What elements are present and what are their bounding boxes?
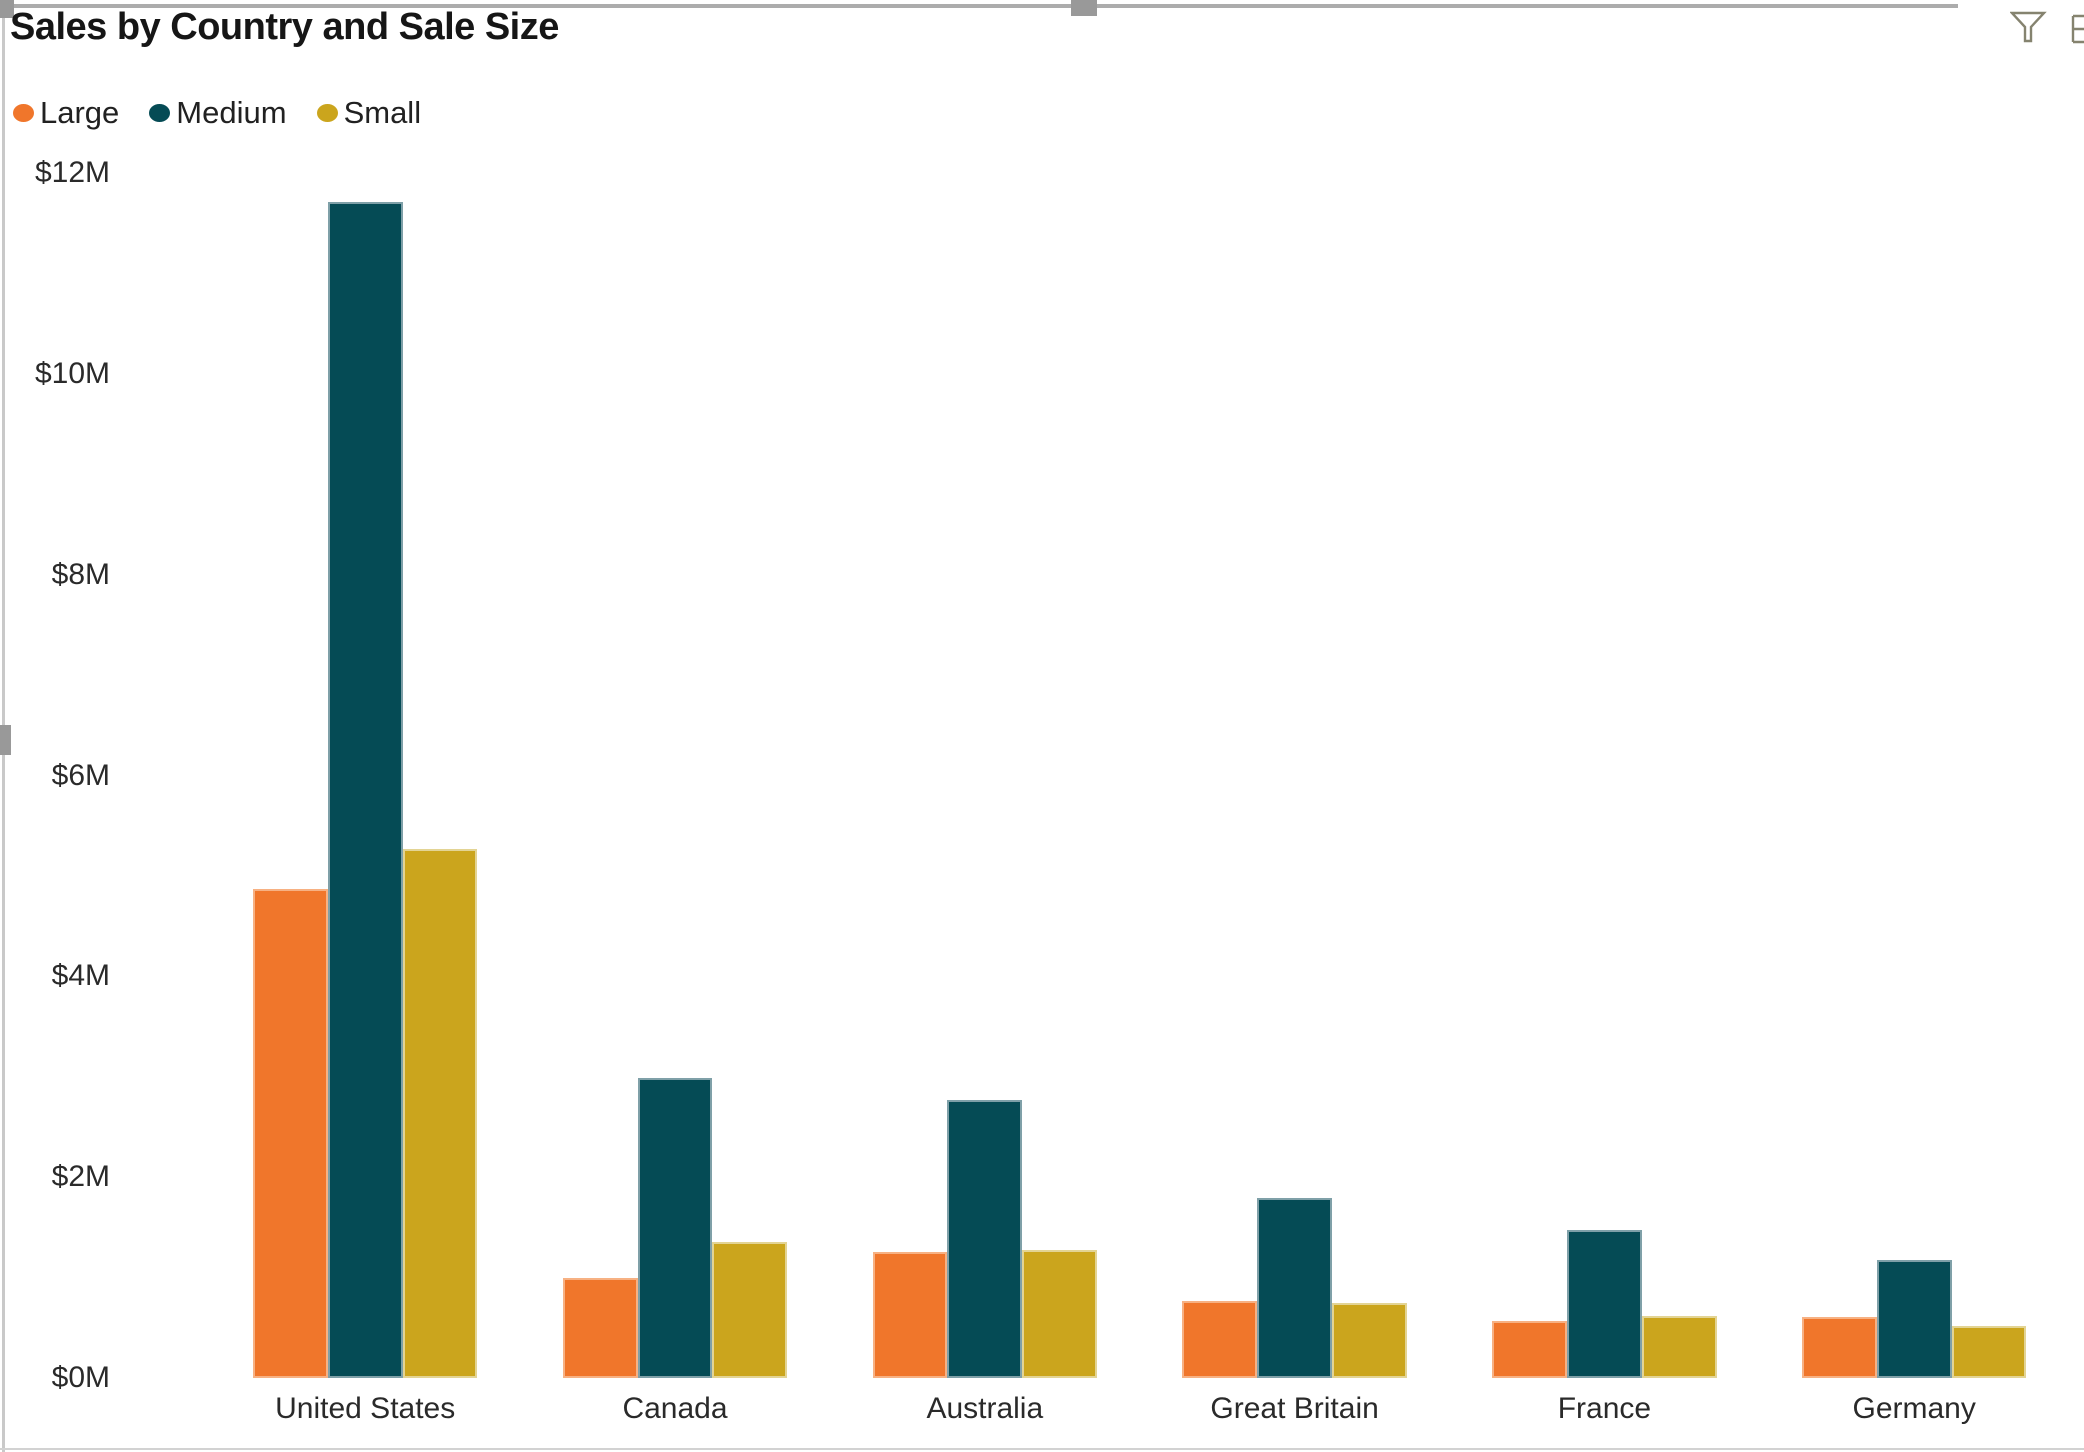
y-axis-label: $2M bbox=[51, 1160, 110, 1194]
x-axis-label: Great Britain bbox=[1210, 1392, 1379, 1425]
x-axis-label: Australia bbox=[926, 1392, 1044, 1425]
bar-australia-small[interactable] bbox=[1022, 1250, 1097, 1378]
bar-united-states-medium[interactable] bbox=[327, 202, 403, 1378]
bar-france-medium[interactable] bbox=[1567, 1230, 1642, 1378]
bar-great-britain-medium[interactable] bbox=[1257, 1198, 1332, 1378]
clipped-edge-icon[interactable] bbox=[2070, 12, 2084, 46]
visual-bottom-border bbox=[0, 1448, 2084, 1450]
y-axis-label: $12M bbox=[34, 156, 110, 189]
legend-item-large[interactable]: Large bbox=[13, 95, 119, 131]
bar-canada-small[interactable] bbox=[712, 1242, 788, 1378]
x-axis-label: United States bbox=[275, 1392, 456, 1425]
bar-australia-medium[interactable] bbox=[947, 1099, 1023, 1378]
legend: Large Medium Small bbox=[13, 95, 421, 131]
bar-united-states-large[interactable] bbox=[253, 888, 328, 1378]
legend-item-medium[interactable]: Medium bbox=[149, 95, 287, 131]
bar-great-britain-small[interactable] bbox=[1332, 1302, 1407, 1378]
bar-germany-small[interactable] bbox=[1951, 1325, 2027, 1378]
chart-title: Sales by Country and Sale Size bbox=[10, 6, 559, 48]
bar-germany-medium[interactable] bbox=[1876, 1259, 1952, 1378]
bar-france-large[interactable] bbox=[1492, 1320, 1567, 1378]
x-axis-label: France bbox=[1557, 1392, 1652, 1425]
y-axis-label: $8M bbox=[51, 557, 110, 591]
resize-handle-top-left[interactable] bbox=[0, 0, 14, 18]
legend-dot-small-icon bbox=[316, 104, 338, 122]
y-axis-label: $4M bbox=[51, 959, 110, 993]
y-axis-label: $6M bbox=[51, 758, 110, 792]
legend-label: Large bbox=[40, 95, 120, 130]
bar-france-small[interactable] bbox=[1641, 1315, 1717, 1378]
bar-canada-medium[interactable] bbox=[637, 1077, 713, 1378]
bar-united-states-small[interactable] bbox=[402, 848, 478, 1378]
filter-icon[interactable] bbox=[2010, 11, 2048, 45]
x-axis-label: Canada bbox=[622, 1392, 728, 1425]
visual-top-border bbox=[0, 4, 1958, 8]
y-axis-label: $10M bbox=[34, 356, 110, 390]
bar-canada-large[interactable] bbox=[562, 1277, 638, 1378]
legend-dot-medium-icon bbox=[149, 104, 171, 122]
bar-great-britain-large[interactable] bbox=[1182, 1300, 1258, 1378]
bar-germany-large[interactable] bbox=[1802, 1316, 1877, 1378]
x-axis-label: Germany bbox=[1852, 1392, 1976, 1425]
legend-dot-large-icon bbox=[13, 104, 34, 122]
legend-label: Small bbox=[343, 95, 422, 130]
y-axis-label: $0M bbox=[51, 1361, 110, 1394]
resize-handle-top-center[interactable] bbox=[1071, 0, 1097, 16]
legend-item-small[interactable]: Small bbox=[316, 95, 422, 131]
legend-label: Medium bbox=[176, 95, 287, 130]
bar-australia-large[interactable] bbox=[872, 1252, 948, 1378]
resize-handle-left-middle[interactable] bbox=[0, 725, 11, 755]
